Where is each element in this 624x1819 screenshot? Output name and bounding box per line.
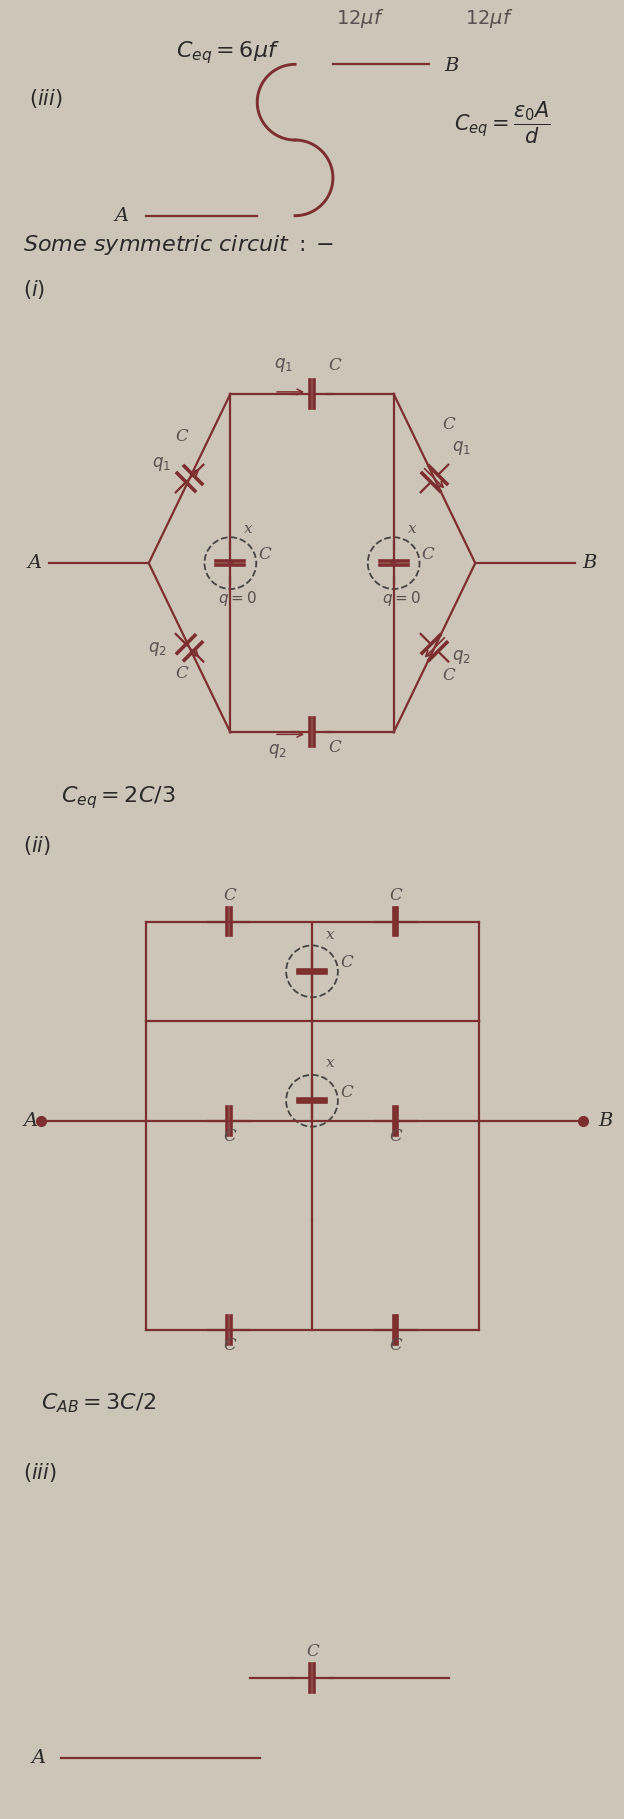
- Text: A: A: [115, 207, 129, 226]
- Text: B: B: [444, 58, 459, 75]
- Text: x: x: [407, 522, 416, 537]
- Text: x: x: [326, 928, 334, 942]
- Text: A: A: [27, 555, 41, 573]
- Text: $q=0$: $q=0$: [218, 589, 258, 608]
- Text: C: C: [389, 1337, 402, 1353]
- Text: C: C: [175, 427, 188, 444]
- Text: $C_{AB} = 3C/2$: $C_{AB} = 3C/2$: [41, 1392, 157, 1415]
- Text: C: C: [389, 1128, 402, 1144]
- Text: C: C: [389, 886, 402, 904]
- Text: x: x: [245, 522, 253, 537]
- Text: C: C: [328, 357, 341, 375]
- Text: $12\mu f$: $12\mu f$: [465, 7, 514, 29]
- Text: $q_2$: $q_2$: [148, 640, 167, 658]
- Text: $C_{eq} = 6\mu f$: $C_{eq} = 6\mu f$: [175, 40, 280, 65]
- Text: C: C: [223, 1337, 236, 1353]
- Text: B: B: [583, 555, 597, 573]
- Text: $q_2$: $q_2$: [268, 742, 287, 760]
- Text: A: A: [31, 1748, 45, 1766]
- Text: $q_1$: $q_1$: [274, 357, 293, 375]
- Text: C: C: [442, 417, 455, 433]
- Text: C: C: [340, 1084, 353, 1100]
- Text: C: C: [258, 546, 271, 564]
- Text: $\it{Some\ symmetric\ circuit\ :-}$: $\it{Some\ symmetric\ circuit\ :-}$: [23, 233, 334, 256]
- Text: x: x: [326, 1055, 334, 1070]
- Text: $q_1$: $q_1$: [452, 438, 471, 457]
- Text: $q_1$: $q_1$: [152, 455, 170, 473]
- Text: $q=0$: $q=0$: [382, 589, 421, 608]
- Text: C: C: [442, 666, 455, 684]
- Text: $C_{eq} = 2C/3$: $C_{eq} = 2C/3$: [61, 784, 175, 811]
- Text: $C_{eq} = \dfrac{\varepsilon_0 A}{d}$: $C_{eq} = \dfrac{\varepsilon_0 A}{d}$: [454, 100, 551, 146]
- Text: C: C: [175, 664, 188, 682]
- Text: $(iii)$: $(iii)$: [23, 1461, 57, 1484]
- Text: $(iii)$: $(iii)$: [29, 87, 63, 111]
- Text: C: C: [340, 955, 353, 971]
- Text: $12\mu f$: $12\mu f$: [336, 7, 384, 29]
- Text: $(ii)$: $(ii)$: [23, 833, 51, 857]
- Text: $(i)$: $(i)$: [23, 278, 46, 302]
- Text: C: C: [223, 886, 236, 904]
- Text: C: C: [328, 739, 341, 757]
- Text: $q_2$: $q_2$: [452, 648, 471, 666]
- Text: C: C: [223, 1128, 236, 1144]
- Text: C: C: [306, 1643, 319, 1661]
- Text: C: C: [421, 546, 434, 564]
- Text: B: B: [598, 1111, 613, 1130]
- Text: A: A: [23, 1111, 37, 1130]
